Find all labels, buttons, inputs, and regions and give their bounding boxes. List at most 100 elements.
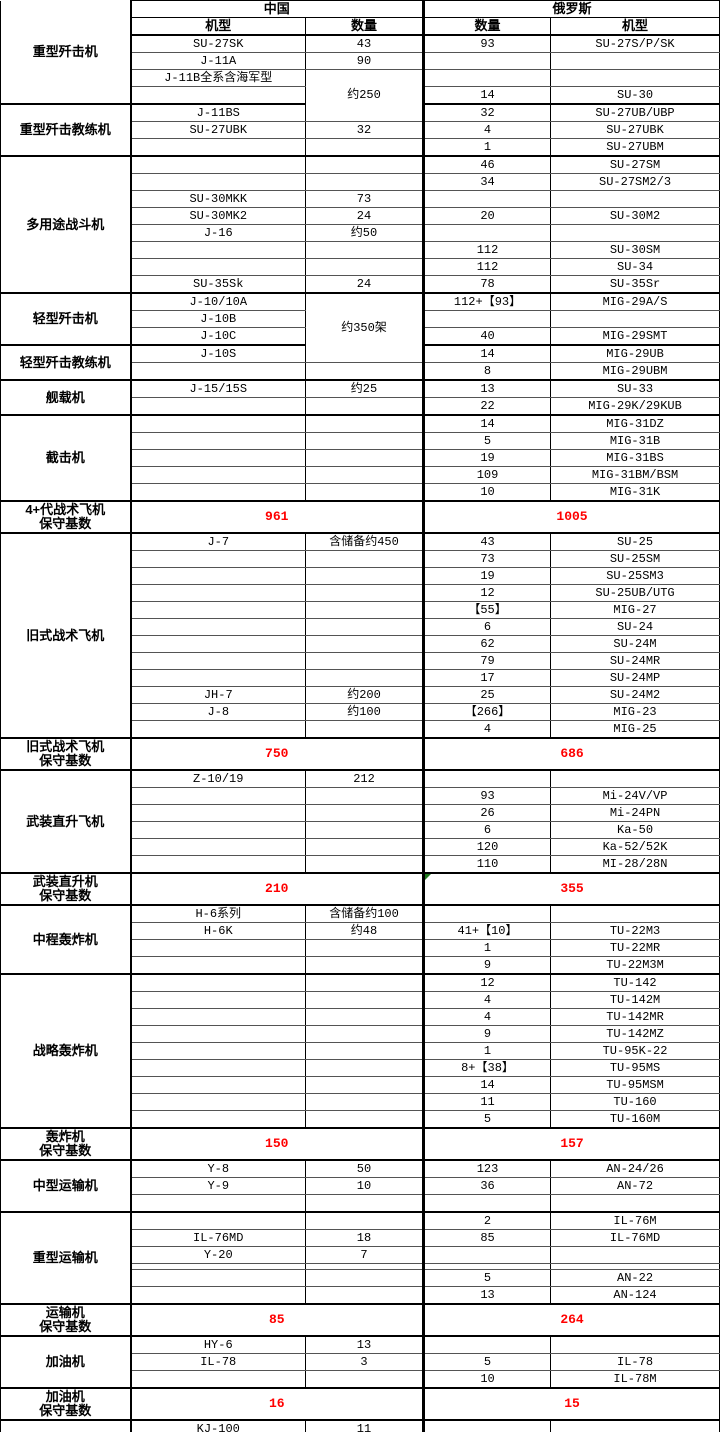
header-row-country: 重型歼击机 中国 俄罗斯 <box>0 0 720 105</box>
cn-qty-cell <box>305 821 426 839</box>
table-row: 轻型歼击机 J-10/10A 约350架 112+【93】 MIG-29A/S <box>0 292 720 363</box>
cn-qty-cell: 约25 <box>305 379 426 398</box>
ru-model-cell: MIG-31BS <box>550 449 720 467</box>
cn-model-cell: J-10/10A <box>130 292 306 311</box>
cn-qty-cell: 73 <box>305 190 426 208</box>
ru-model-cell: AN-22 <box>550 1269 720 1287</box>
cn-qty-cell <box>305 669 426 687</box>
ru-qty-cell: 1 <box>423 1042 552 1060</box>
ru-model-cell: MIG-25 <box>550 720 720 739</box>
cn-model-cell <box>130 1093 306 1111</box>
cn-qty-cell <box>305 466 426 484</box>
cn-model-cell <box>130 584 306 602</box>
cn-qty-cell: 212 <box>305 769 426 788</box>
ru-model-cell <box>550 1194 720 1213</box>
ru-model-cell: SU-27S/P/SK <box>550 34 720 53</box>
ru-model-cell: MIG-29UBM <box>550 362 720 381</box>
cn-qty-cell <box>305 939 426 957</box>
cn-qty-cell <box>305 1059 426 1077</box>
ru-qty-cell: 9 <box>423 1025 552 1043</box>
ru-qty-cell <box>423 224 552 242</box>
ru-qty-cell: 13 <box>423 1286 552 1305</box>
category-cell: 重型歼击机 <box>0 0 132 105</box>
ru-model-cell: SU-33 <box>550 379 720 398</box>
category-cell: 重型歼击教练机 <box>0 103 132 157</box>
ru-qty-cell: 62 <box>423 635 552 653</box>
cn-model-cell <box>130 1110 306 1129</box>
total-value-china: 210 <box>130 872 426 906</box>
table-row: SU-27SK 43 93 SU-27S/P/SK <box>1 34 720 53</box>
cn-model-cell <box>130 939 306 957</box>
cn-model-cell <box>130 855 306 874</box>
table-row: 中型运输机 Y-8 50 123 AN-24/26 <box>0 1159 720 1213</box>
ru-model-cell: IL-76MD <box>550 1229 720 1247</box>
ru-model-cell: SU-30M2 <box>550 207 720 225</box>
ru-qty-cell: 5 <box>423 1269 552 1287</box>
ru-qty-cell: 85 <box>423 1229 552 1247</box>
cn-model-cell <box>130 669 306 687</box>
ru-qty-cell: 34 <box>423 173 552 191</box>
cn-model-cell <box>130 1042 306 1060</box>
ru-model-cell: Ka-52/52K <box>550 838 720 856</box>
ru-model-cell: TU-160 <box>550 1093 720 1111</box>
cn-qty-cell: 约50 <box>305 224 426 242</box>
table-row: SU-27UBK 32 4 SU-27UBK <box>1 121 720 139</box>
table-row: 14 SU-30 <box>1 86 720 105</box>
ru-qty-cell: 109 <box>423 466 552 484</box>
ru-model-cell <box>550 190 720 208</box>
ru-qty-cell <box>423 310 552 328</box>
table-row: 6 SU-24 <box>1 618 720 636</box>
cn-qty-cell <box>305 1093 426 1111</box>
cn-qty-cell: 约100 <box>305 703 426 721</box>
ru-qty-cell: 112+【93】 <box>423 292 552 311</box>
ru-model-cell: Ka-50 <box>550 821 720 839</box>
table-row: 110 MI-28/28N <box>1 855 720 874</box>
ru-qty-cell: 20 <box>423 207 552 225</box>
cn-model-cell <box>130 258 306 276</box>
ru-qty-cell: 19 <box>423 449 552 467</box>
cn-model-cell <box>130 635 306 653</box>
ru-qty-cell: 11 <box>423 1093 552 1111</box>
header-china: 中国 <box>130 0 426 18</box>
ru-qty-cell: 1 <box>423 138 552 157</box>
ru-qty-cell: 43 <box>423 532 552 551</box>
cn-model-cell: IL-78 <box>130 1353 306 1371</box>
ru-qty-cell: 79 <box>423 652 552 670</box>
cn-qty-cell <box>305 432 426 450</box>
ru-model-cell: SU-25UB/UTG <box>550 584 720 602</box>
table-row: J-10B <box>1 310 720 328</box>
ru-qty-cell <box>423 1335 552 1354</box>
table-row: 17 SU-24MP <box>1 669 720 687</box>
ru-model-cell: TU-142M <box>550 991 720 1009</box>
table-row: Y-20 7 <box>1 1246 720 1264</box>
table-row: 112 SU-30SM <box>1 241 720 259</box>
cn-model-cell <box>130 567 306 585</box>
cn-qty-cell <box>305 1370 426 1389</box>
cn-model-cell <box>130 550 306 568</box>
cn-model-cell <box>130 449 306 467</box>
cn-model-cell <box>130 414 306 433</box>
cn-qty-cell: 13 <box>305 1335 426 1354</box>
table-row: 73 SU-25SM <box>1 550 720 568</box>
ru-qty-cell: 123 <box>423 1159 552 1178</box>
cn-qty-cell <box>305 855 426 874</box>
ru-qty-cell: 14 <box>423 1076 552 1094</box>
cn-model-cell <box>130 618 306 636</box>
cn-model-cell: JH-7 <box>130 686 306 704</box>
total-value-russia: 264 <box>423 1303 720 1337</box>
cn-qty-cell <box>305 1211 426 1230</box>
cn-model-cell: J-10C <box>130 327 306 346</box>
cn-qty-cell: 32 <box>305 121 426 139</box>
cn-model-cell <box>130 1059 306 1077</box>
cn-qty-cell <box>305 787 426 805</box>
table-row: 12 SU-25UB/UTG <box>1 584 720 602</box>
cn-model-cell <box>130 1076 306 1094</box>
ru-qty-cell: 78 <box>423 275 552 294</box>
cn-qty-cell: 18 <box>305 1229 426 1247</box>
total-category-cell: 轰炸机 保守基数 <box>0 1127 132 1161</box>
total-row: 武装直升机 保守基数 210 355 <box>0 872 720 906</box>
cn-model-cell: H-6K <box>130 922 306 940</box>
total-value-russia: 157 <box>423 1127 720 1161</box>
ru-qty-cell: 4 <box>423 991 552 1009</box>
